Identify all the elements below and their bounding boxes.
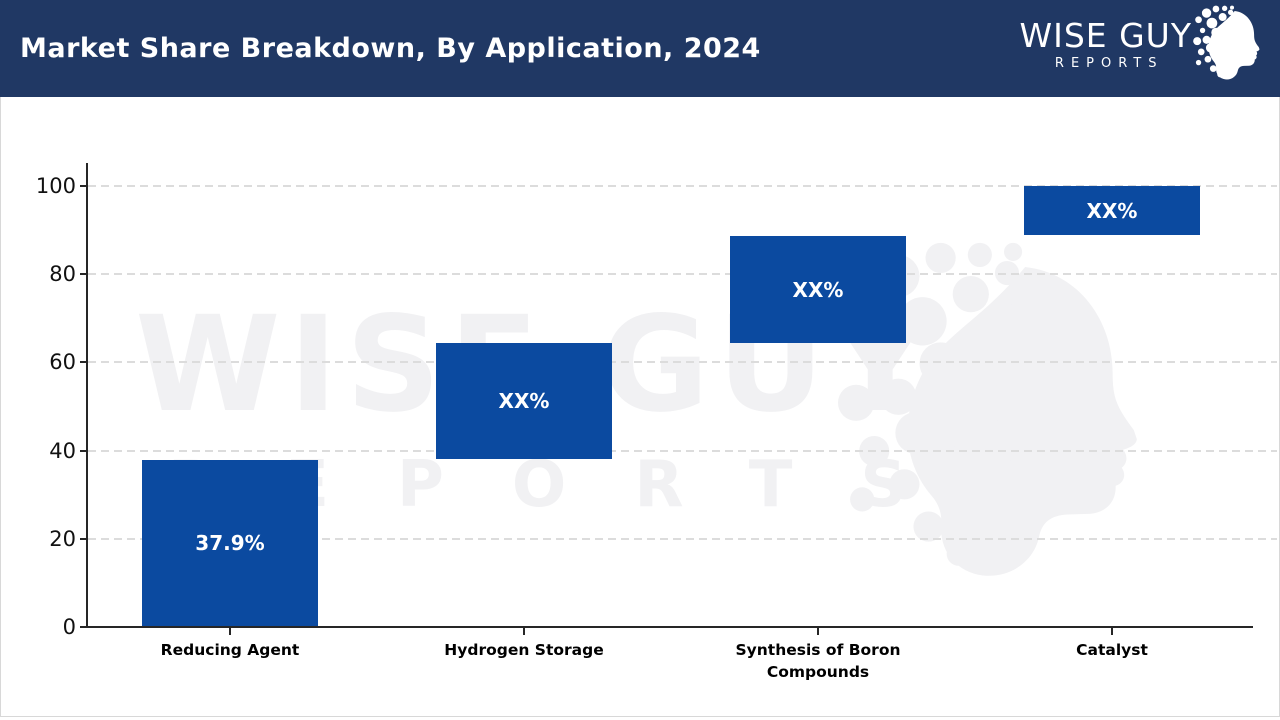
bar: XX%: [1024, 186, 1200, 236]
category-label: Catalyst: [1076, 641, 1148, 659]
logo-wordmark: WISE GUY REPORTS: [1019, 16, 1192, 71]
gridline: [88, 185, 1277, 187]
gridline: [88, 273, 1277, 276]
bar: XX%: [436, 343, 612, 460]
y-tick-label: 0: [62, 615, 76, 639]
y-tick-label: 20: [49, 526, 76, 551]
y-tick: [80, 537, 88, 540]
x-tick: [817, 628, 819, 635]
x-axis-line: [86, 626, 1253, 628]
gridline: [88, 537, 1277, 540]
y-tick-label: 60: [49, 350, 76, 375]
y-tick: [80, 185, 88, 187]
category-label: Synthesis of Boron Compounds: [735, 641, 901, 681]
bar-label: 37.9%: [195, 531, 265, 556]
bar: 37.9%: [142, 459, 318, 627]
x-tick: [1111, 628, 1113, 635]
y-tick-label: 40: [49, 438, 76, 463]
header-bar: Market Share Breakdown, By Application, …: [0, 0, 1280, 97]
bar: XX%: [730, 236, 906, 343]
category-label: Reducing Agent: [160, 641, 300, 659]
y-tick: [80, 361, 88, 364]
x-tick: [229, 628, 231, 635]
logo-subtext: REPORTS: [1054, 56, 1164, 71]
bar-label: XX%: [1086, 198, 1138, 223]
y-tick-label: 100: [35, 174, 76, 198]
y-axis-line: [86, 163, 88, 628]
y-tick-label: 80: [49, 262, 76, 287]
bar-label: XX%: [498, 389, 550, 414]
category-label: Hydrogen Storage: [444, 641, 604, 659]
chart-title: Market Share Breakdown, By Application, …: [20, 33, 761, 64]
gridline: [88, 449, 1277, 452]
wiseguy-head-icon: [1193, 5, 1260, 80]
bar-label: XX%: [792, 277, 844, 302]
y-tick: [80, 449, 88, 452]
logo-text: WISE GUY: [1019, 16, 1192, 55]
y-tick: [80, 626, 88, 628]
y-tick: [80, 273, 88, 276]
gridline: [88, 361, 1277, 364]
wiseguy-logo: WISE GUY REPORTS: [1012, 0, 1272, 97]
x-tick: [523, 628, 525, 635]
